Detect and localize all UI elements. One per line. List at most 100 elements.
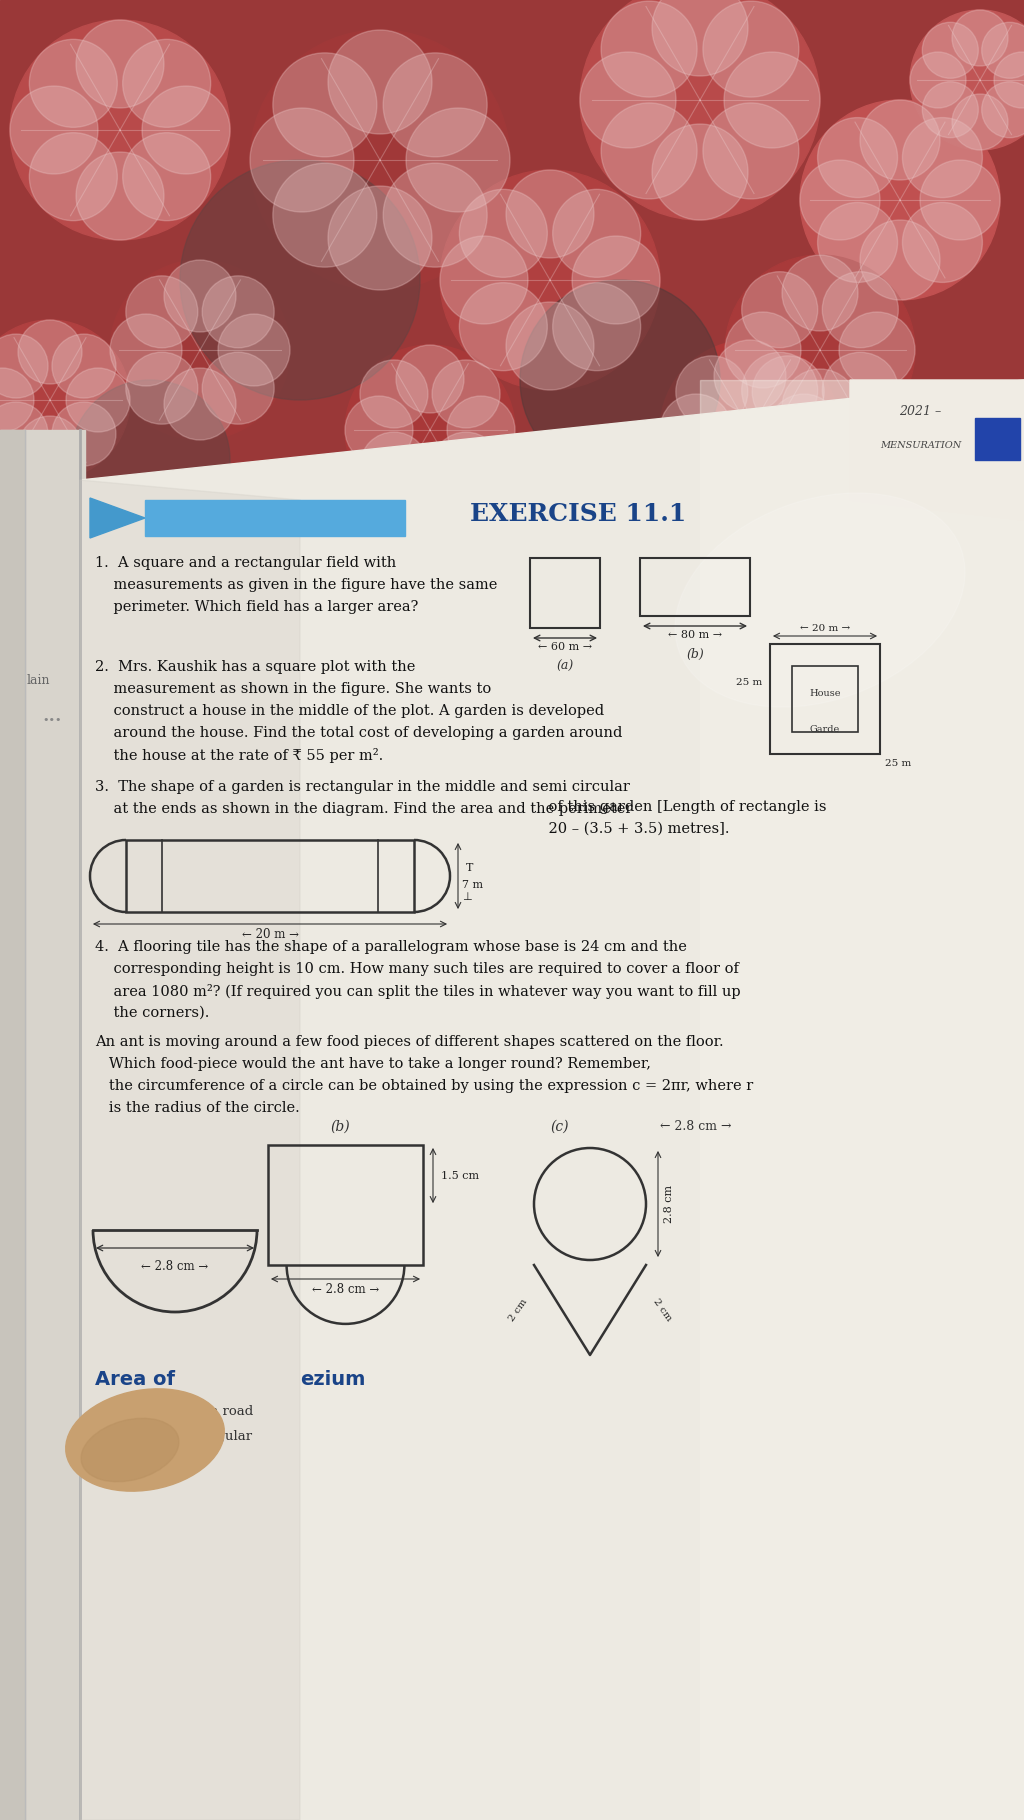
Circle shape bbox=[328, 186, 432, 289]
Circle shape bbox=[860, 220, 940, 300]
Text: (a): (a) bbox=[556, 661, 573, 673]
Circle shape bbox=[822, 353, 898, 428]
Polygon shape bbox=[850, 380, 1024, 521]
Circle shape bbox=[0, 335, 48, 399]
Text: 2021 –: 2021 – bbox=[899, 406, 941, 419]
Circle shape bbox=[822, 271, 898, 348]
Circle shape bbox=[272, 164, 377, 268]
Bar bbox=[145, 501, 406, 537]
Text: ← 60 m →: ← 60 m → bbox=[538, 642, 592, 652]
Circle shape bbox=[860, 100, 940, 180]
Circle shape bbox=[328, 29, 432, 135]
Circle shape bbox=[202, 277, 274, 348]
Text: the house at the rate of ₹ 55 per m².: the house at the rate of ₹ 55 per m². bbox=[95, 748, 383, 763]
Circle shape bbox=[123, 40, 211, 127]
Text: perimeter. Which field has a larger area?: perimeter. Which field has a larger area… bbox=[95, 601, 419, 613]
Circle shape bbox=[676, 431, 748, 504]
Circle shape bbox=[30, 40, 118, 127]
Circle shape bbox=[994, 53, 1024, 107]
Circle shape bbox=[164, 368, 236, 440]
Text: EXERCISE 11.1: EXERCISE 11.1 bbox=[470, 502, 686, 526]
Text: ← 20 m →: ← 20 m → bbox=[800, 624, 850, 633]
Text: 1.5 cm: 1.5 cm bbox=[441, 1170, 479, 1181]
Circle shape bbox=[982, 82, 1024, 138]
Text: 7 m: 7 m bbox=[462, 881, 483, 890]
Circle shape bbox=[440, 237, 528, 324]
Ellipse shape bbox=[675, 493, 965, 706]
Circle shape bbox=[110, 260, 290, 440]
Circle shape bbox=[432, 431, 500, 501]
Circle shape bbox=[0, 320, 130, 480]
Polygon shape bbox=[80, 380, 1024, 1820]
Circle shape bbox=[902, 118, 982, 198]
Text: 25 m: 25 m bbox=[885, 759, 911, 768]
Circle shape bbox=[360, 360, 428, 428]
Circle shape bbox=[702, 2, 799, 96]
Text: •••: ••• bbox=[42, 715, 61, 724]
Text: corresponding height is 10 cm. How many such tiles are required to cover a floor: corresponding height is 10 cm. How many … bbox=[95, 963, 739, 976]
Circle shape bbox=[202, 353, 274, 424]
Circle shape bbox=[10, 86, 98, 175]
Text: (c): (c) bbox=[551, 1119, 569, 1134]
Text: measurement as shown in the figure. She wants to: measurement as shown in the figure. She … bbox=[95, 682, 492, 695]
Circle shape bbox=[839, 311, 915, 388]
Circle shape bbox=[360, 431, 428, 501]
Text: House: House bbox=[809, 690, 841, 699]
Text: (b): (b) bbox=[686, 648, 703, 661]
Text: Garde: Garde bbox=[810, 726, 840, 733]
Bar bbox=[792, 666, 858, 732]
Circle shape bbox=[447, 397, 515, 464]
Circle shape bbox=[601, 104, 697, 198]
Text: the circumference of a circle can be obtained by using the expression c = 2πr, w: the circumference of a circle can be obt… bbox=[95, 1079, 754, 1094]
Circle shape bbox=[702, 104, 799, 198]
Circle shape bbox=[725, 311, 801, 388]
Text: T: T bbox=[466, 863, 473, 874]
Circle shape bbox=[110, 315, 182, 386]
Circle shape bbox=[164, 260, 236, 331]
Circle shape bbox=[753, 431, 824, 504]
Text: of this garden [Length of rectangle is: of this garden [Length of rectangle is bbox=[530, 801, 826, 814]
Bar bbox=[126, 841, 414, 912]
Circle shape bbox=[218, 315, 290, 386]
Ellipse shape bbox=[66, 1389, 224, 1491]
Text: the corners).: the corners). bbox=[95, 1006, 209, 1019]
Circle shape bbox=[383, 53, 487, 157]
Text: around the house. Find the total cost of developing a garden around: around the house. Find the total cost of… bbox=[95, 726, 623, 741]
Text: 2.8 cm: 2.8 cm bbox=[664, 1185, 674, 1223]
Circle shape bbox=[660, 340, 840, 521]
Text: Area of: Area of bbox=[95, 1370, 175, 1389]
Circle shape bbox=[714, 340, 786, 411]
Circle shape bbox=[920, 160, 1000, 240]
Circle shape bbox=[506, 302, 594, 389]
Text: 25 m: 25 m bbox=[736, 679, 762, 686]
Circle shape bbox=[250, 29, 510, 289]
Circle shape bbox=[580, 0, 820, 220]
Bar bbox=[975, 419, 1020, 460]
Bar bbox=[640, 559, 750, 615]
Circle shape bbox=[923, 22, 978, 78]
Text: towns a p      main road: towns a p main road bbox=[95, 1405, 253, 1418]
Circle shape bbox=[460, 282, 548, 371]
Circle shape bbox=[76, 20, 164, 107]
Circle shape bbox=[30, 133, 118, 220]
Circle shape bbox=[553, 282, 641, 371]
Circle shape bbox=[126, 353, 198, 424]
Circle shape bbox=[142, 86, 230, 175]
Circle shape bbox=[660, 393, 732, 466]
Circle shape bbox=[753, 357, 824, 428]
Circle shape bbox=[817, 202, 898, 282]
Circle shape bbox=[0, 402, 48, 466]
Circle shape bbox=[180, 160, 420, 400]
Text: 2. Units      rectangular: 2. Units rectangular bbox=[95, 1431, 252, 1443]
Circle shape bbox=[910, 53, 966, 107]
Circle shape bbox=[52, 402, 116, 466]
Circle shape bbox=[345, 397, 413, 464]
Circle shape bbox=[440, 169, 660, 389]
Circle shape bbox=[553, 189, 641, 277]
Circle shape bbox=[652, 124, 748, 220]
Circle shape bbox=[396, 346, 464, 413]
Polygon shape bbox=[80, 480, 300, 1820]
Circle shape bbox=[782, 369, 858, 446]
Bar bbox=[530, 559, 600, 628]
Circle shape bbox=[741, 353, 818, 428]
